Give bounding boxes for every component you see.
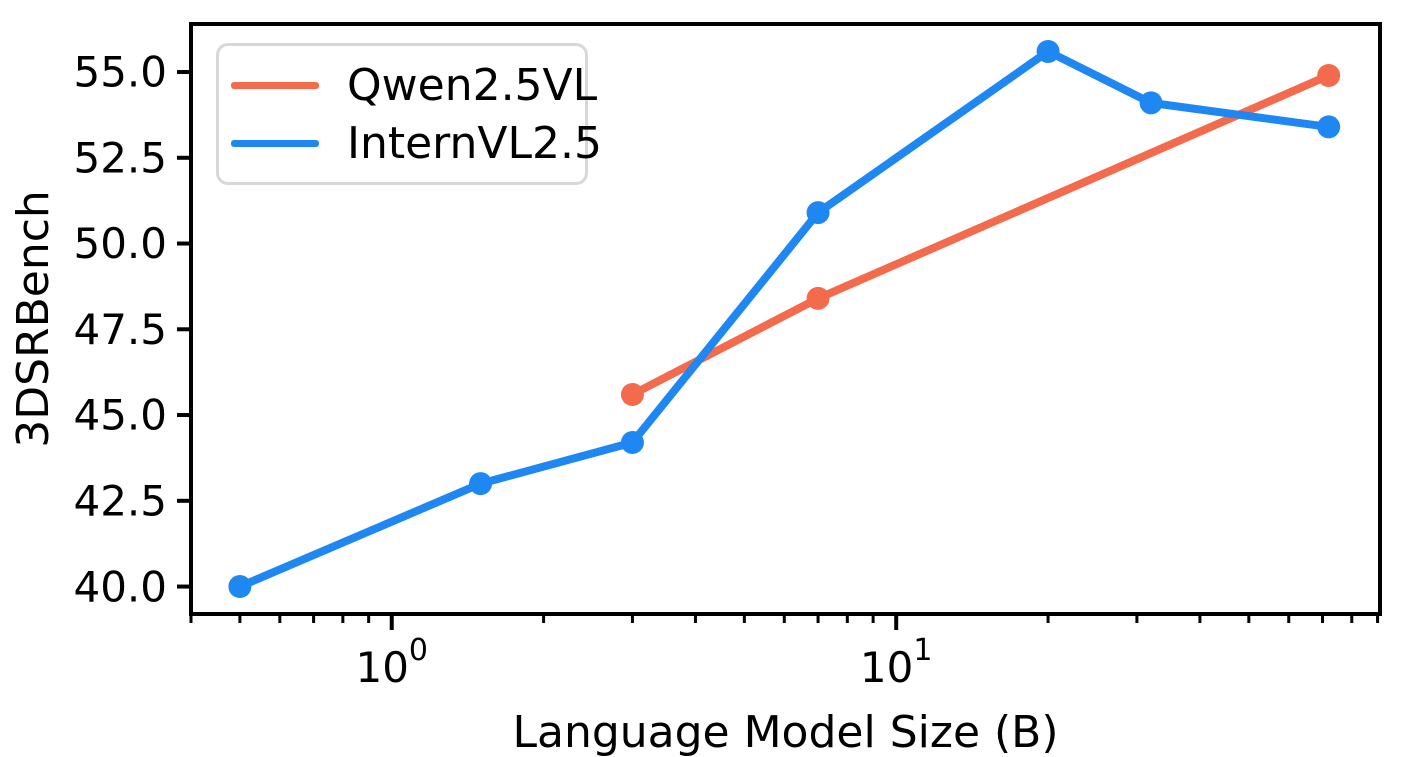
y-tick-label: 40.0 [73, 562, 167, 611]
data-point-internvl2-5 [469, 472, 493, 496]
legend: Qwen2.5VL InternVL2.5 [216, 43, 602, 185]
y-tick-label: 47.5 [73, 305, 167, 354]
data-point-qwen2-5vl [620, 382, 644, 406]
legend-item-qwen: Qwen2.5VL [231, 56, 597, 114]
y-tick-label: 55.0 [73, 48, 167, 97]
y-tick-label: 42.5 [73, 477, 167, 526]
y-tick-label: 50.0 [73, 219, 167, 268]
legend-label-internvl: InternVL2.5 [347, 117, 602, 169]
y-axis-label: 3DSRBench [8, 190, 59, 448]
series-line-qwen2-5vl [628, 71, 1333, 399]
data-point-internvl2-5 [1036, 39, 1060, 63]
data-point-internvl2-5 [228, 575, 252, 599]
x-tick-label: 101 [860, 633, 933, 692]
y-tick-label: 52.5 [73, 133, 167, 182]
legend-item-internvl: InternVL2.5 [231, 114, 602, 172]
y-tick-label: 45.0 [73, 391, 167, 440]
data-point-internvl2-5 [1139, 91, 1163, 115]
legend-label-qwen: Qwen2.5VL [347, 59, 598, 111]
legend-line-swatch-qwen [231, 81, 319, 89]
data-point-qwen2-5vl [806, 286, 830, 310]
data-point-internvl2-5 [620, 430, 644, 454]
x-axis-label: Language Model Size (B) [512, 707, 1058, 757]
data-point-internvl2-5 [806, 201, 830, 225]
data-point-internvl2-5 [1317, 115, 1341, 139]
x-tick-label: 100 [355, 633, 428, 692]
data-point-qwen2-5vl [1317, 63, 1341, 87]
legend-line-swatch-internvl [231, 139, 319, 147]
